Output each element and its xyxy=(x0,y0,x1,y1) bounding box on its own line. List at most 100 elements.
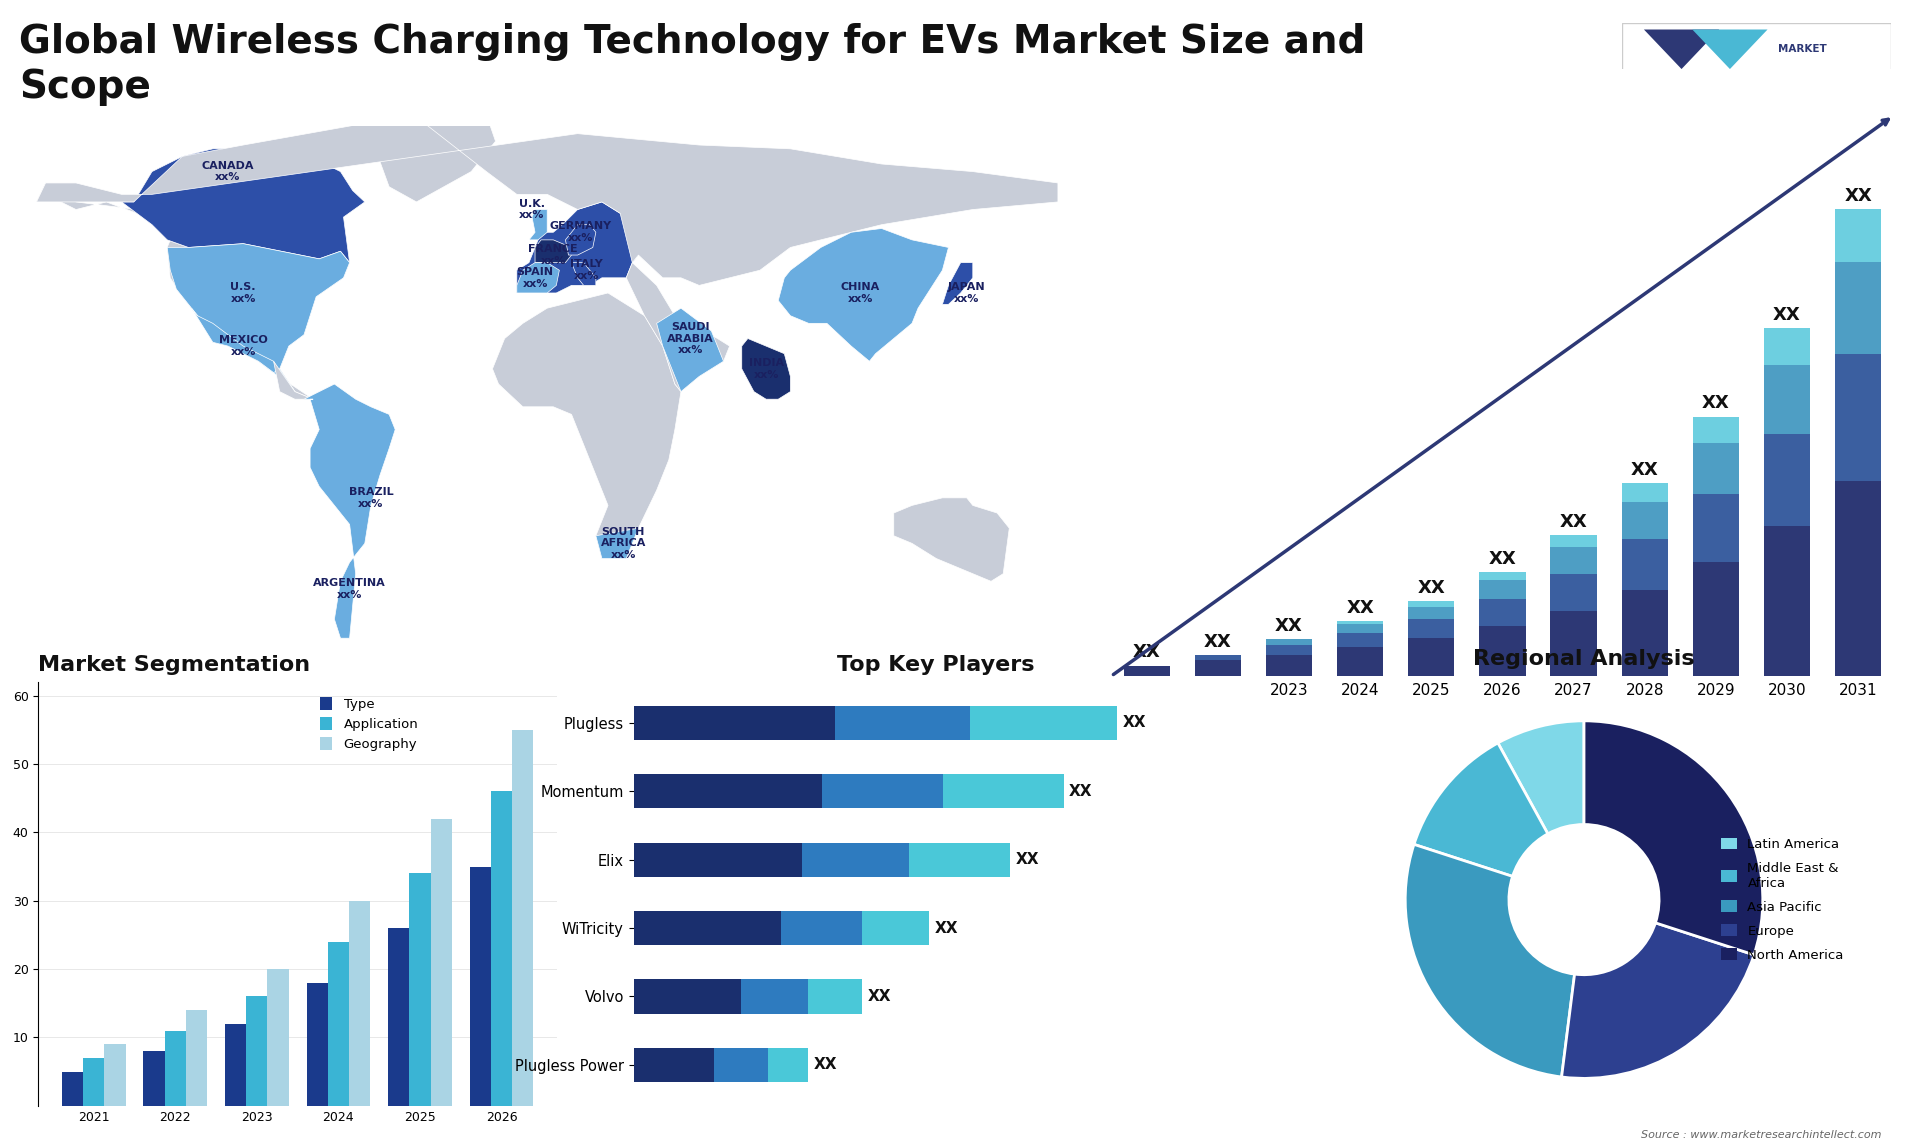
Bar xyxy=(1836,354,1882,481)
Text: XX: XX xyxy=(1346,599,1375,617)
Bar xyxy=(267,970,288,1106)
Text: XX: XX xyxy=(1204,633,1233,651)
Polygon shape xyxy=(167,244,349,392)
Text: XX: XX xyxy=(1559,512,1588,531)
Polygon shape xyxy=(778,228,948,361)
Bar xyxy=(1836,481,1882,676)
Bar xyxy=(634,911,781,945)
Text: CANADA
xx%: CANADA xx% xyxy=(202,160,253,182)
Bar xyxy=(1551,611,1597,676)
Bar xyxy=(1764,366,1811,433)
Text: SPAIN
xx%: SPAIN xx% xyxy=(516,267,553,289)
Bar xyxy=(1551,548,1597,574)
Bar xyxy=(1551,574,1597,611)
Text: MEXICO
xx%: MEXICO xx% xyxy=(219,336,267,356)
Bar xyxy=(741,980,808,1013)
Text: ARGENTINA
xx%: ARGENTINA xx% xyxy=(313,578,386,599)
Text: GERMANY
xx%: GERMANY xx% xyxy=(549,221,612,243)
Wedge shape xyxy=(1584,721,1763,955)
Bar xyxy=(1478,626,1526,676)
Bar xyxy=(1407,619,1453,638)
Bar xyxy=(1265,639,1311,644)
Wedge shape xyxy=(1561,923,1755,1078)
Bar xyxy=(910,842,1010,877)
Text: SOUTH
AFRICA
xx%: SOUTH AFRICA xx% xyxy=(601,527,645,560)
Bar xyxy=(1265,656,1311,676)
Text: INTELLECT: INTELLECT xyxy=(1778,97,1841,107)
Bar xyxy=(634,1047,714,1082)
Bar xyxy=(1407,638,1453,676)
Bar xyxy=(186,1010,207,1106)
Bar xyxy=(1836,261,1882,354)
Polygon shape xyxy=(528,210,547,240)
Wedge shape xyxy=(1498,721,1584,834)
Bar xyxy=(430,818,451,1106)
Bar xyxy=(634,706,835,740)
Polygon shape xyxy=(303,384,396,638)
Text: XX: XX xyxy=(1016,853,1039,868)
Polygon shape xyxy=(516,262,559,293)
Bar xyxy=(328,942,349,1106)
Bar xyxy=(1622,484,1668,502)
Polygon shape xyxy=(1692,30,1768,69)
Text: JAPAN
xx%: JAPAN xx% xyxy=(948,282,985,304)
Bar xyxy=(1693,417,1740,444)
Polygon shape xyxy=(374,115,495,202)
Bar xyxy=(1622,502,1668,539)
Bar xyxy=(246,997,267,1106)
Polygon shape xyxy=(536,240,572,262)
Text: XX: XX xyxy=(1845,187,1872,205)
Bar xyxy=(634,842,803,877)
Text: XX: XX xyxy=(814,1058,837,1073)
Text: XX: XX xyxy=(1275,617,1304,635)
Text: ITALY
xx%: ITALY xx% xyxy=(570,259,603,281)
Bar xyxy=(144,1051,165,1106)
Bar xyxy=(714,1047,768,1082)
Bar xyxy=(808,980,862,1013)
Bar xyxy=(1622,590,1668,676)
Polygon shape xyxy=(572,262,595,285)
Polygon shape xyxy=(1644,30,1718,69)
Legend: Latin America, Middle East &
Africa, Asia Pacific, Europe, North America: Latin America, Middle East & Africa, Asi… xyxy=(1716,832,1849,967)
Polygon shape xyxy=(492,293,682,558)
Bar xyxy=(943,775,1064,808)
Polygon shape xyxy=(657,308,724,392)
Bar xyxy=(388,928,409,1106)
Polygon shape xyxy=(36,183,349,399)
Bar xyxy=(1764,433,1811,526)
Bar xyxy=(1764,328,1811,366)
Bar xyxy=(970,706,1117,740)
Text: U.K.
xx%: U.K. xx% xyxy=(518,198,545,220)
Polygon shape xyxy=(273,361,313,399)
Text: XX: XX xyxy=(1772,306,1801,324)
Polygon shape xyxy=(564,225,595,256)
Text: INDIA
xx%: INDIA xx% xyxy=(749,358,783,379)
Bar xyxy=(470,866,492,1106)
Text: XX: XX xyxy=(1488,550,1517,567)
Bar xyxy=(409,873,430,1106)
Polygon shape xyxy=(893,497,1010,581)
Bar xyxy=(1336,625,1382,633)
Bar xyxy=(1265,644,1311,656)
Bar xyxy=(1622,539,1668,590)
Bar xyxy=(1693,444,1740,494)
Text: BRAZIL
xx%: BRAZIL xx% xyxy=(349,487,394,509)
Text: Source : www.marketresearchintellect.com: Source : www.marketresearchintellect.com xyxy=(1642,1130,1882,1140)
Bar xyxy=(634,775,822,808)
Title: Regional Analysis: Regional Analysis xyxy=(1473,649,1695,669)
Text: Global Wireless Charging Technology for EVs Market Size and
Scope: Global Wireless Charging Technology for … xyxy=(19,23,1365,107)
Text: XX: XX xyxy=(1701,394,1730,413)
Bar xyxy=(1551,535,1597,548)
Bar xyxy=(1478,599,1526,626)
Bar xyxy=(1693,494,1740,563)
Bar xyxy=(768,1047,808,1082)
Text: FRANCE
xx%: FRANCE xx% xyxy=(528,244,578,266)
Wedge shape xyxy=(1413,743,1548,877)
Bar xyxy=(83,1058,104,1106)
Text: XX: XX xyxy=(1417,579,1446,597)
Bar xyxy=(1478,580,1526,599)
Bar xyxy=(862,911,929,945)
Polygon shape xyxy=(741,338,791,399)
Bar xyxy=(803,842,910,877)
Polygon shape xyxy=(595,528,637,558)
